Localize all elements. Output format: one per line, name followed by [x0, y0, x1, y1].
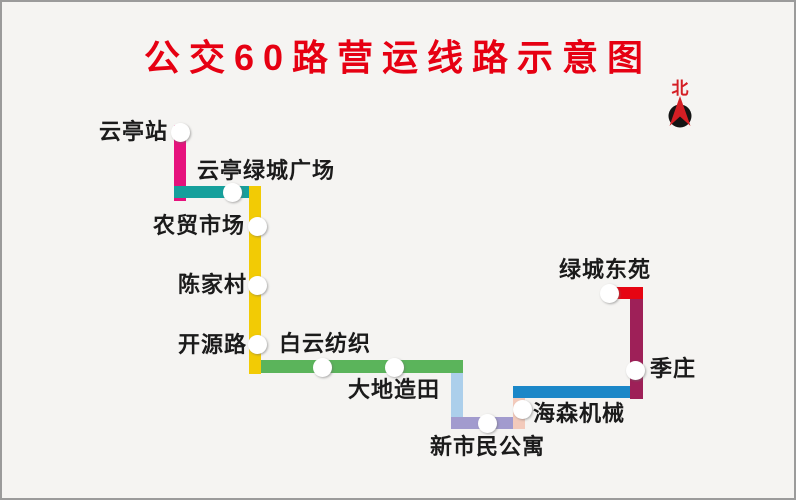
station-label: 白云纺织: [279, 331, 372, 356]
route-segment-blue-horizontal: [513, 386, 631, 398]
station-dot: [247, 275, 267, 295]
station-dot: [512, 399, 532, 419]
station-dot: [625, 360, 645, 380]
page-title: 公交60路营运线路示意图: [143, 37, 653, 78]
station-label: 陈家村: [178, 272, 248, 297]
station-label: 海森机械: [533, 401, 626, 426]
station-label: 季庄: [650, 356, 697, 381]
station-dot: [222, 182, 242, 202]
station-dot: [247, 216, 267, 236]
station-label: 开源路: [178, 332, 248, 357]
station-label: 绿城东苑: [559, 257, 652, 282]
north-compass-icon: 北: [668, 79, 692, 128]
route-segment-magenta-vertical: [174, 125, 186, 201]
station-dot: [312, 357, 332, 377]
station-dot: [247, 334, 267, 354]
station-label: 新市民公寓: [430, 434, 546, 459]
station-label: 云亭站: [99, 119, 169, 144]
route-segment-maroon-vertical: [630, 287, 643, 399]
station-label: 农贸市场: [153, 213, 246, 238]
compass-arrow-icon: [669, 96, 691, 126]
station-dot: [384, 357, 404, 377]
station-label: 云亭绿城广场: [197, 158, 336, 183]
station-dot: [599, 283, 619, 303]
route-segment-teal-horizontal: [174, 186, 261, 198]
route-segment-lightblue-vertical: [451, 362, 463, 429]
station-dot: [477, 413, 497, 433]
station-label: 大地造田: [348, 377, 441, 402]
compass-north-label: 北: [672, 79, 689, 98]
route-segment-green-horizontal: [249, 360, 463, 373]
station-dot: [170, 122, 190, 142]
